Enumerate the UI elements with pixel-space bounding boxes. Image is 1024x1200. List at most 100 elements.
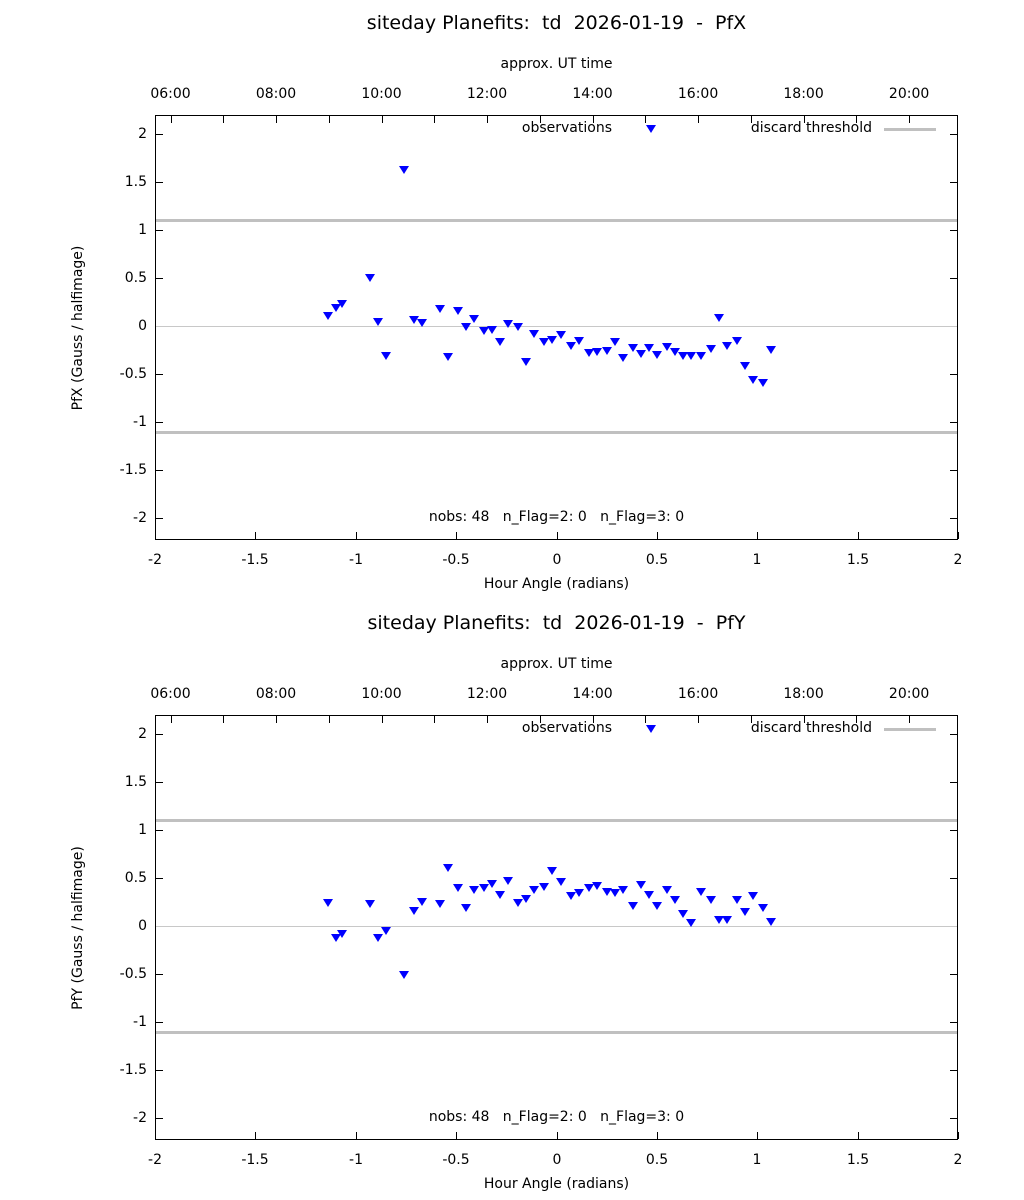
x-axis-tick (757, 532, 758, 539)
observation-marker (435, 305, 445, 313)
x-axis-tick (557, 1132, 558, 1139)
y-axis-tick-right (950, 878, 957, 879)
observation-marker (365, 900, 375, 908)
y-axis-tick-right (950, 1070, 957, 1071)
y-axis-tick (156, 974, 163, 975)
legend-observations-label: observations (521, 720, 612, 736)
observation-marker (766, 918, 776, 926)
observation-marker (399, 971, 409, 979)
ut-axis-tick (329, 116, 330, 123)
y-tick-label: 1.5 (124, 774, 147, 790)
y-axis-tick (156, 734, 163, 735)
ut-axis-tick (909, 116, 910, 123)
observation-marker (435, 900, 445, 908)
y-axis-tick (156, 518, 163, 519)
plot-panel-pfx: siteday Planefits: td 2026-01-19 - PfX ap… (70, 12, 962, 592)
observation-marker (706, 345, 716, 353)
observation-marker (443, 864, 453, 872)
ut-tick-label: 16:00 (677, 686, 719, 702)
y-axis-tick (156, 470, 163, 471)
ut-axis-tick (593, 116, 594, 123)
observation-marker (373, 934, 383, 942)
y-axis-tick (156, 782, 163, 783)
ut-axis-tick (698, 116, 699, 123)
observation-marker (714, 916, 724, 924)
y-tick-label: -0.5 (119, 366, 147, 382)
observation-marker (722, 916, 732, 924)
observation-marker (556, 331, 566, 339)
observation-marker (331, 304, 341, 312)
ut-tick-label: 12:00 (466, 86, 508, 102)
x-tick-label: 0.5 (645, 552, 669, 568)
observation-marker (732, 896, 742, 904)
observation-marker (443, 353, 453, 361)
observation-marker (547, 867, 557, 875)
observation-marker (417, 898, 427, 906)
x-tick-label: 0 (552, 1152, 562, 1168)
x-axis-tick (657, 1132, 658, 1139)
ut-axis-tick (276, 116, 277, 123)
x-axis-tick (255, 532, 256, 539)
observation-marker (503, 877, 513, 885)
discard-threshold-line (156, 819, 957, 822)
observation-marker (453, 884, 463, 892)
stats-annotation: nobs: 48 n_Flag=2: 0 n_Flag=3: 0 (428, 509, 685, 525)
x-tick-label: 1 (752, 1152, 762, 1168)
ut-axis-tick (223, 116, 224, 123)
observation-marker (409, 907, 419, 915)
observation-marker (574, 889, 584, 897)
x-axis-title: Hour Angle (radians) (483, 576, 630, 592)
ut-axis-tick (382, 716, 383, 723)
ut-axis-title: approx. UT time (500, 656, 613, 672)
x-tick-label: 0 (552, 552, 562, 568)
y-tick-label: -0.5 (119, 966, 147, 982)
x-tick-label: -1.5 (241, 1152, 269, 1168)
ut-tick-label: 06:00 (150, 686, 191, 702)
x-axis-tick (657, 532, 658, 539)
ut-tick-label: 16:00 (677, 86, 719, 102)
x-tick-label: 0.5 (645, 1152, 669, 1168)
x-axis-tick (356, 532, 357, 539)
observation-marker (461, 323, 471, 331)
legend-observations-label: observations (521, 120, 612, 136)
ut-axis-tick (434, 116, 435, 123)
observation-marker (337, 300, 347, 308)
x-axis-tick (858, 532, 859, 539)
observation-marker (495, 338, 505, 346)
y-tick-label: -2 (133, 1110, 147, 1126)
observation-marker (766, 346, 776, 354)
observation-marker (487, 880, 497, 888)
observation-marker (503, 320, 513, 328)
y-tick-label: -1.5 (119, 462, 147, 478)
x-tick-label: 1.5 (846, 552, 870, 568)
observation-marker (686, 352, 696, 360)
zero-line (156, 926, 957, 927)
observation-marker (732, 337, 742, 345)
plot-area (155, 715, 958, 1140)
ut-tick-label: 20:00 (888, 86, 930, 102)
x-axis-tick (958, 532, 959, 539)
y-axis-tick-right (950, 518, 957, 519)
ut-axis-tick (856, 716, 857, 723)
discard-threshold-line (156, 1031, 957, 1034)
y-axis-tick (156, 1118, 163, 1119)
y-axis-tick-right (950, 134, 957, 135)
y-axis-title: PfX (Gauss / halfimage) (70, 245, 86, 410)
y-tick-label: 2 (138, 126, 147, 142)
y-tick-label: -1.5 (119, 1062, 147, 1078)
y-axis-title: PfY (Gauss / halfimage) (70, 845, 86, 1010)
y-tick-label: 1 (138, 222, 147, 238)
observation-marker (714, 314, 724, 322)
zero-line (156, 326, 957, 327)
ut-axis-tick (434, 716, 435, 723)
observation-marker (662, 343, 672, 351)
observation-marker (602, 347, 612, 355)
x-axis-tick (356, 1132, 357, 1139)
observation-marker (670, 896, 680, 904)
ut-axis-tick (171, 116, 172, 123)
x-axis-tick (557, 532, 558, 539)
x-axis-title: Hour Angle (radians) (483, 1176, 630, 1192)
x-axis-tick (155, 1132, 156, 1139)
x-axis-tick (456, 532, 457, 539)
